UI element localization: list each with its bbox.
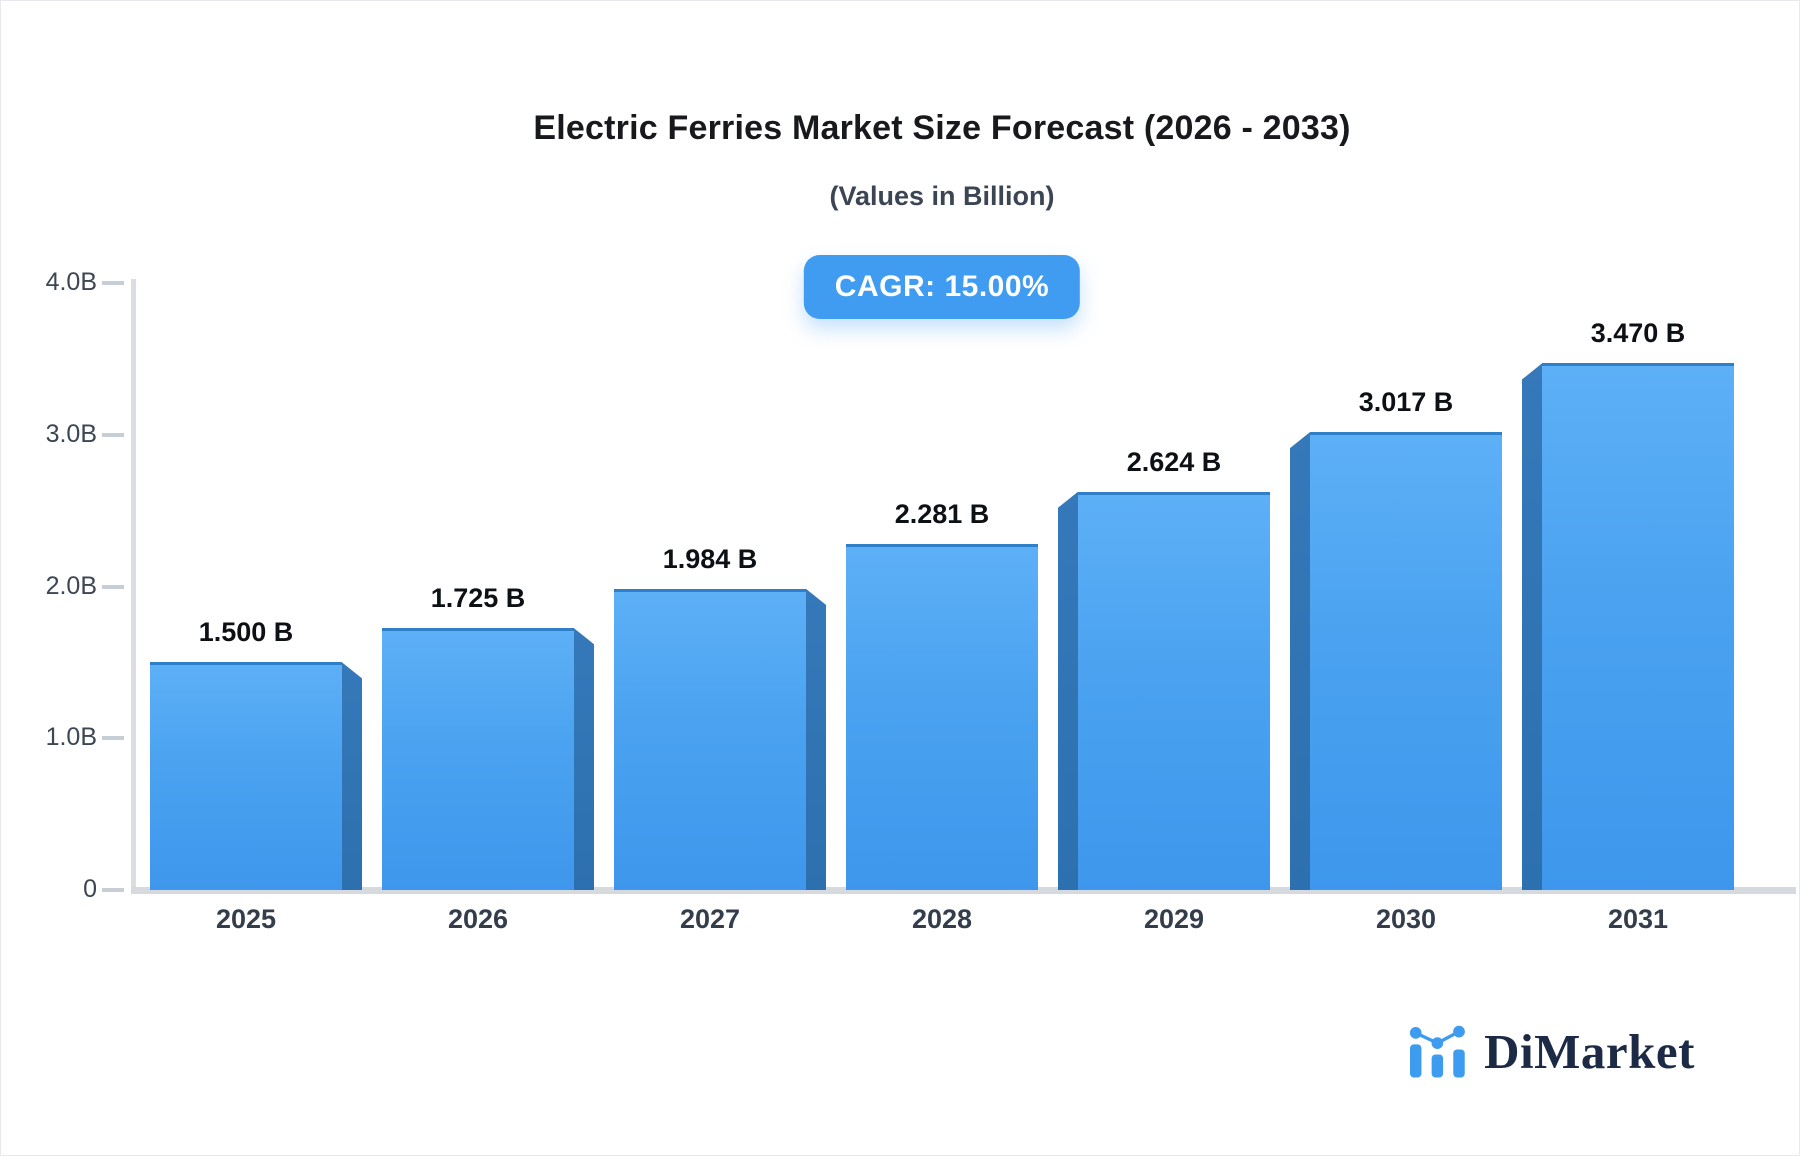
y-axis-line (131, 279, 136, 892)
chart-subtitle: (Values in Billion) (829, 181, 1055, 211)
bar-2026 (382, 628, 574, 890)
bar-2029 (1078, 491, 1270, 890)
bar-2028 (846, 543, 1038, 890)
bar-value-label: 3.470 B (1590, 318, 1686, 349)
bar-2030 (1310, 432, 1502, 890)
x-axis-label-2025: 2025 (215, 904, 277, 934)
bar-value-label: 2.281 B (894, 498, 990, 529)
x-axis-label-2031: 2031 (1607, 904, 1669, 934)
chart-title: Electric Ferries Market Size Forecast (2… (533, 109, 1351, 147)
y-tick-dash (102, 584, 124, 589)
y-tick-label: 3.0B (45, 419, 97, 448)
bar-3d-side (1290, 432, 1310, 890)
bar-value-label: 1.725 B (430, 583, 526, 614)
x-axis-label-2030: 2030 (1375, 904, 1437, 934)
cagr-badge: CAGR: 15.00% (803, 255, 1081, 319)
bar-2031 (1542, 363, 1734, 890)
bar-3d-side (342, 662, 362, 890)
bar-value-label: 2.624 B (1126, 446, 1222, 477)
bar-value-label: 3.017 B (1358, 387, 1454, 418)
y-tick-label: 4.0B (45, 268, 97, 296)
bar-3d-side (1522, 363, 1542, 890)
x-axis-label-2027: 2027 (679, 904, 741, 934)
bar-3d-side (574, 628, 594, 890)
y-tick-dash (102, 888, 124, 892)
x-axis-label-2026: 2026 (447, 904, 509, 934)
dimarket-logo: DiMarket (1406, 1023, 1695, 1080)
bar-3d-side (806, 588, 826, 890)
x-axis-label-2028: 2028 (911, 904, 973, 934)
y-tick-label: 2.0B (45, 571, 97, 600)
logo-text: DiMarket (1484, 1024, 1695, 1079)
y-tick-dash (102, 736, 124, 741)
logo-bar-chart-icon (1410, 1025, 1466, 1077)
x-axis-label-2029: 2029 (1143, 904, 1205, 934)
bar-2027 (614, 588, 806, 890)
y-tick-label: 1.0B (45, 723, 97, 752)
bar-3d-side (1058, 491, 1078, 890)
bar-value-label: 1.500 B (198, 617, 294, 648)
bar-value-label: 1.984 B (662, 543, 758, 574)
bar-2025 (150, 662, 342, 890)
y-tick-label: 0 (83, 875, 97, 903)
x-axis-line (131, 887, 1796, 894)
y-tick-dash (102, 432, 124, 437)
y-tick-dash (102, 281, 124, 285)
